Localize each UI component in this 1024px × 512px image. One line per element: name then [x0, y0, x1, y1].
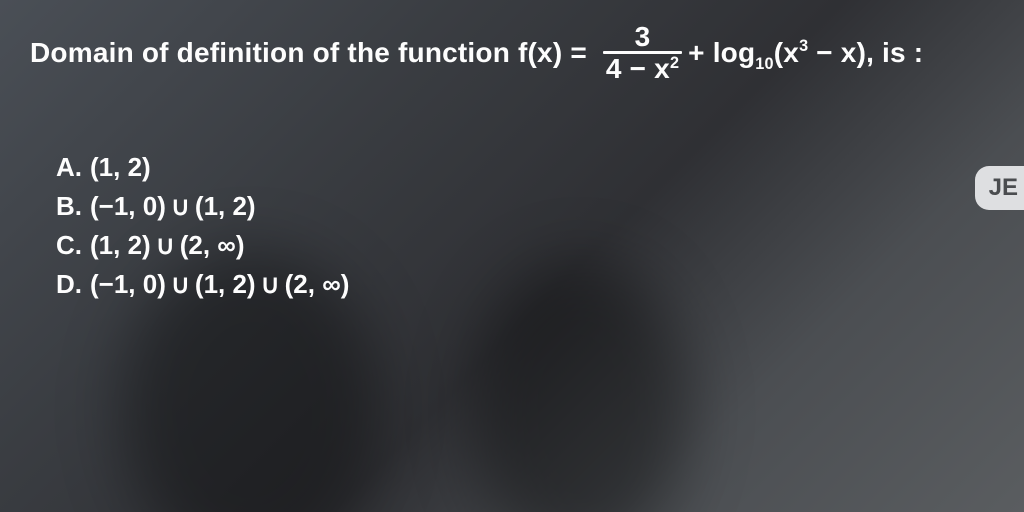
option-value: (1, 2) [90, 152, 151, 183]
option-value-1: (1, 2) [90, 230, 151, 261]
side-tag-label: JE [989, 174, 1018, 201]
option-value-3: (2, ∞) [285, 269, 350, 300]
fraction-denominator: 4 − x2 [603, 54, 682, 83]
option-a[interactable]: A. (1, 2) [56, 152, 1018, 183]
log-sub: 10 [755, 55, 773, 73]
option-letter: D. [56, 269, 90, 300]
option-value-2: (1, 2) [195, 191, 256, 222]
option-c[interactable]: C. (1, 2) ∪ (2, ∞) [56, 230, 1018, 261]
plus-text: + log [688, 37, 755, 68]
plus-log: + log10(x3 − x), is : [688, 37, 923, 69]
den-exp: 2 [670, 54, 679, 72]
fraction: 3 4 − x2 [603, 22, 682, 84]
option-value-1: (−1, 0) [90, 191, 166, 222]
question-lead: Domain of definition of the function f(x… [30, 37, 587, 69]
fraction-numerator: 3 [632, 22, 654, 51]
union-symbol: ∪ [171, 269, 190, 300]
option-letter: B. [56, 191, 90, 222]
union-symbol: ∪ [171, 191, 190, 222]
side-tag[interactable]: JE [975, 166, 1024, 210]
union-symbol: ∪ [261, 269, 280, 300]
question-block: Domain of definition of the function f(x… [0, 0, 1024, 300]
option-value-1: (−1, 0) [90, 269, 166, 300]
union-symbol: ∪ [156, 230, 175, 261]
option-value-2: (1, 2) [195, 269, 256, 300]
den-pre: 4 − x [606, 53, 670, 84]
question-text: Domain of definition of the function f(x… [30, 22, 1018, 84]
option-d[interactable]: D. (−1, 0) ∪ (1, 2) ∪ (2, ∞) [56, 269, 1018, 300]
log-arg-post: − x), is : [808, 37, 923, 68]
option-value-2: (2, ∞) [180, 230, 245, 261]
log-arg-pre: (x [774, 37, 799, 68]
option-b[interactable]: B. (−1, 0) ∪ (1, 2) [56, 191, 1018, 222]
log-arg-exp: 3 [799, 37, 808, 55]
option-letter: C. [56, 230, 90, 261]
option-letter: A. [56, 152, 90, 183]
options-list: A. (1, 2) B. (−1, 0) ∪ (1, 2) C. (1, 2) … [56, 152, 1018, 300]
